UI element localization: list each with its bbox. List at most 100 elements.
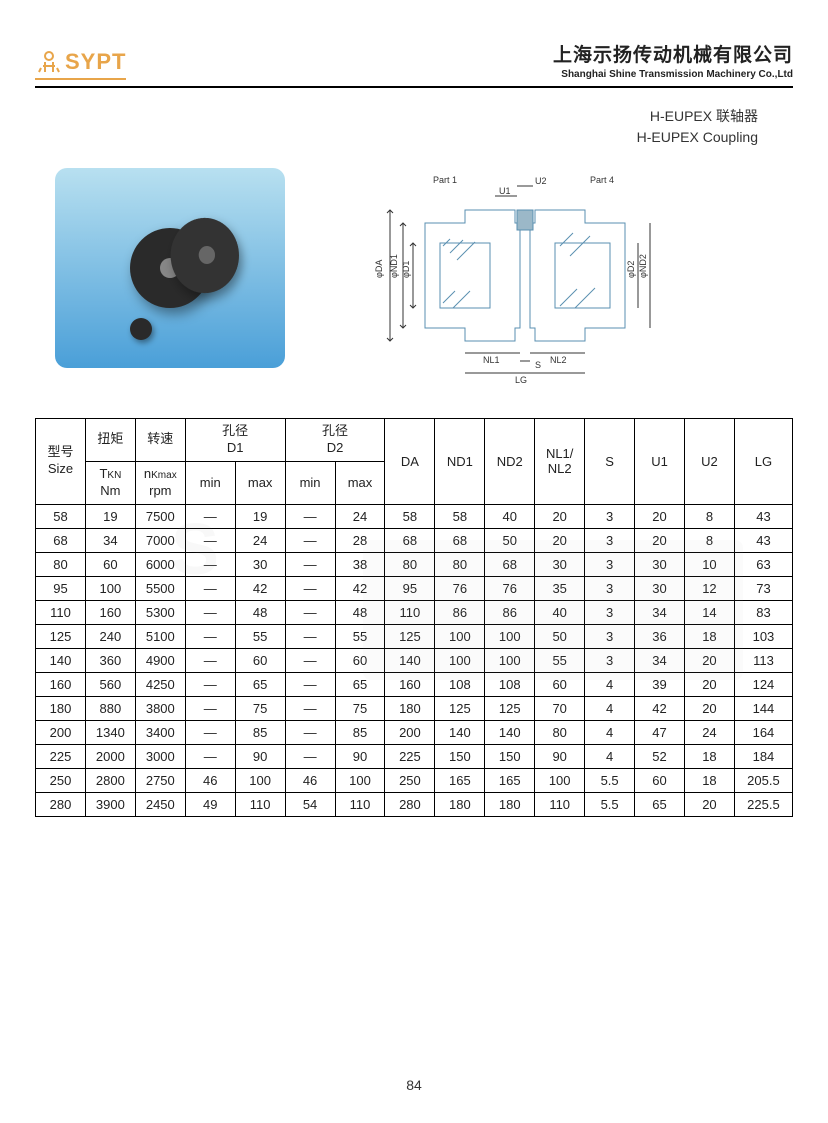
table-cell: 100: [535, 768, 585, 792]
logo-underline: [35, 78, 126, 80]
table-cell: 140: [36, 648, 86, 672]
table-cell: 4900: [135, 648, 185, 672]
table-cell: 90: [335, 744, 385, 768]
table-cell: 18: [684, 768, 734, 792]
table-cell: 100: [435, 624, 485, 648]
table-cell: 160: [85, 600, 135, 624]
table-cell: 47: [635, 720, 685, 744]
table-cell: 46: [185, 768, 235, 792]
table-cell: 49: [185, 792, 235, 816]
table-cell: 110: [385, 600, 435, 624]
product-title: H-EUPEX 联轴器 H-EUPEX Coupling: [35, 106, 758, 148]
th-d2: 孔径D2: [285, 419, 385, 462]
table-cell: 125: [385, 624, 435, 648]
table-cell: 1340: [85, 720, 135, 744]
table-cell: —: [185, 744, 235, 768]
table-cell: 58: [385, 504, 435, 528]
table-cell: 140: [485, 720, 535, 744]
table-cell: 86: [435, 600, 485, 624]
table-cell: 30: [535, 552, 585, 576]
table-cell: 200: [385, 720, 435, 744]
table-cell: 2800: [85, 768, 135, 792]
table-cell: 50: [535, 624, 585, 648]
table-cell: 100: [85, 576, 135, 600]
table-cell: 30: [635, 552, 685, 576]
table-cell: 90: [235, 744, 285, 768]
table-cell: 160: [385, 672, 435, 696]
table-cell: 20: [684, 672, 734, 696]
table-row: 20013403400—85—852001401408044724164: [36, 720, 793, 744]
table-cell: 165: [485, 768, 535, 792]
table-cell: 124: [734, 672, 792, 696]
table-cell: 110: [535, 792, 585, 816]
table-cell: 4: [585, 720, 635, 744]
table-row: 951005500—42—42957676353301273: [36, 576, 793, 600]
table-row: 80606000—30—38808068303301063: [36, 552, 793, 576]
table-row: 1605604250—65—651601081086043920124: [36, 672, 793, 696]
th-d1-min: min: [185, 461, 235, 504]
table-cell: 75: [235, 696, 285, 720]
table-cell: 4: [585, 696, 635, 720]
table-cell: —: [285, 552, 335, 576]
table-cell: 36: [635, 624, 685, 648]
table-cell: 35: [535, 576, 585, 600]
svg-text:LG: LG: [515, 375, 527, 385]
table-cell: —: [185, 504, 235, 528]
table-cell: —: [285, 720, 335, 744]
table-cell: 3800: [135, 696, 185, 720]
table-cell: 46: [285, 768, 335, 792]
table-cell: 60: [635, 768, 685, 792]
table-cell: 184: [734, 744, 792, 768]
th-s: S: [585, 419, 635, 505]
table-cell: 100: [485, 648, 535, 672]
table-cell: 144: [734, 696, 792, 720]
svg-text:NL2: NL2: [550, 355, 567, 365]
table-cell: 14: [684, 600, 734, 624]
table-cell: 50: [485, 528, 535, 552]
page-number: 84: [0, 1077, 828, 1093]
table-cell: 180: [36, 696, 86, 720]
table-cell: 110: [335, 792, 385, 816]
svg-text:φD1: φD1: [401, 261, 411, 278]
table-cell: 3400: [135, 720, 185, 744]
table-cell: —: [185, 624, 235, 648]
coupling-small-part: [130, 318, 152, 340]
technical-diagram: Part 1 Part 4 U1 U2 φDA φND1 φD1 φD2 φND…: [355, 168, 695, 388]
table-cell: 58: [36, 504, 86, 528]
table-cell: 5.5: [585, 792, 635, 816]
table-cell: 3: [585, 600, 635, 624]
th-lg: LG: [734, 419, 792, 505]
table-cell: —: [285, 696, 335, 720]
table-row: 1808803800—75—751801251257044220144: [36, 696, 793, 720]
table-cell: 164: [734, 720, 792, 744]
table-cell: 68: [36, 528, 86, 552]
table-cell: 42: [635, 696, 685, 720]
table-cell: 113: [734, 648, 792, 672]
table-row: 1403604900—60—601401001005533420113: [36, 648, 793, 672]
table-cell: 65: [335, 672, 385, 696]
svg-text:U1: U1: [499, 186, 511, 196]
table-cell: 76: [435, 576, 485, 600]
table-cell: 880: [85, 696, 135, 720]
table-cell: 3000: [135, 744, 185, 768]
th-speed: 转速: [135, 419, 185, 462]
table-cell: 30: [635, 576, 685, 600]
table-cell: 3: [585, 648, 635, 672]
table-cell: 2000: [85, 744, 135, 768]
table-cell: —: [185, 672, 235, 696]
table-cell: 24: [335, 504, 385, 528]
table-cell: 34: [85, 528, 135, 552]
logo-icon: [35, 48, 63, 76]
table-cell: 360: [85, 648, 135, 672]
table-cell: 68: [385, 528, 435, 552]
table-cell: 20: [684, 696, 734, 720]
table-cell: 95: [36, 576, 86, 600]
th-d2-max: max: [335, 461, 385, 504]
table-cell: 80: [36, 552, 86, 576]
table-cell: 250: [385, 768, 435, 792]
table-cell: 108: [485, 672, 535, 696]
table-cell: 42: [335, 576, 385, 600]
table-cell: 28: [335, 528, 385, 552]
table-cell: 125: [435, 696, 485, 720]
table-cell: 34: [635, 600, 685, 624]
